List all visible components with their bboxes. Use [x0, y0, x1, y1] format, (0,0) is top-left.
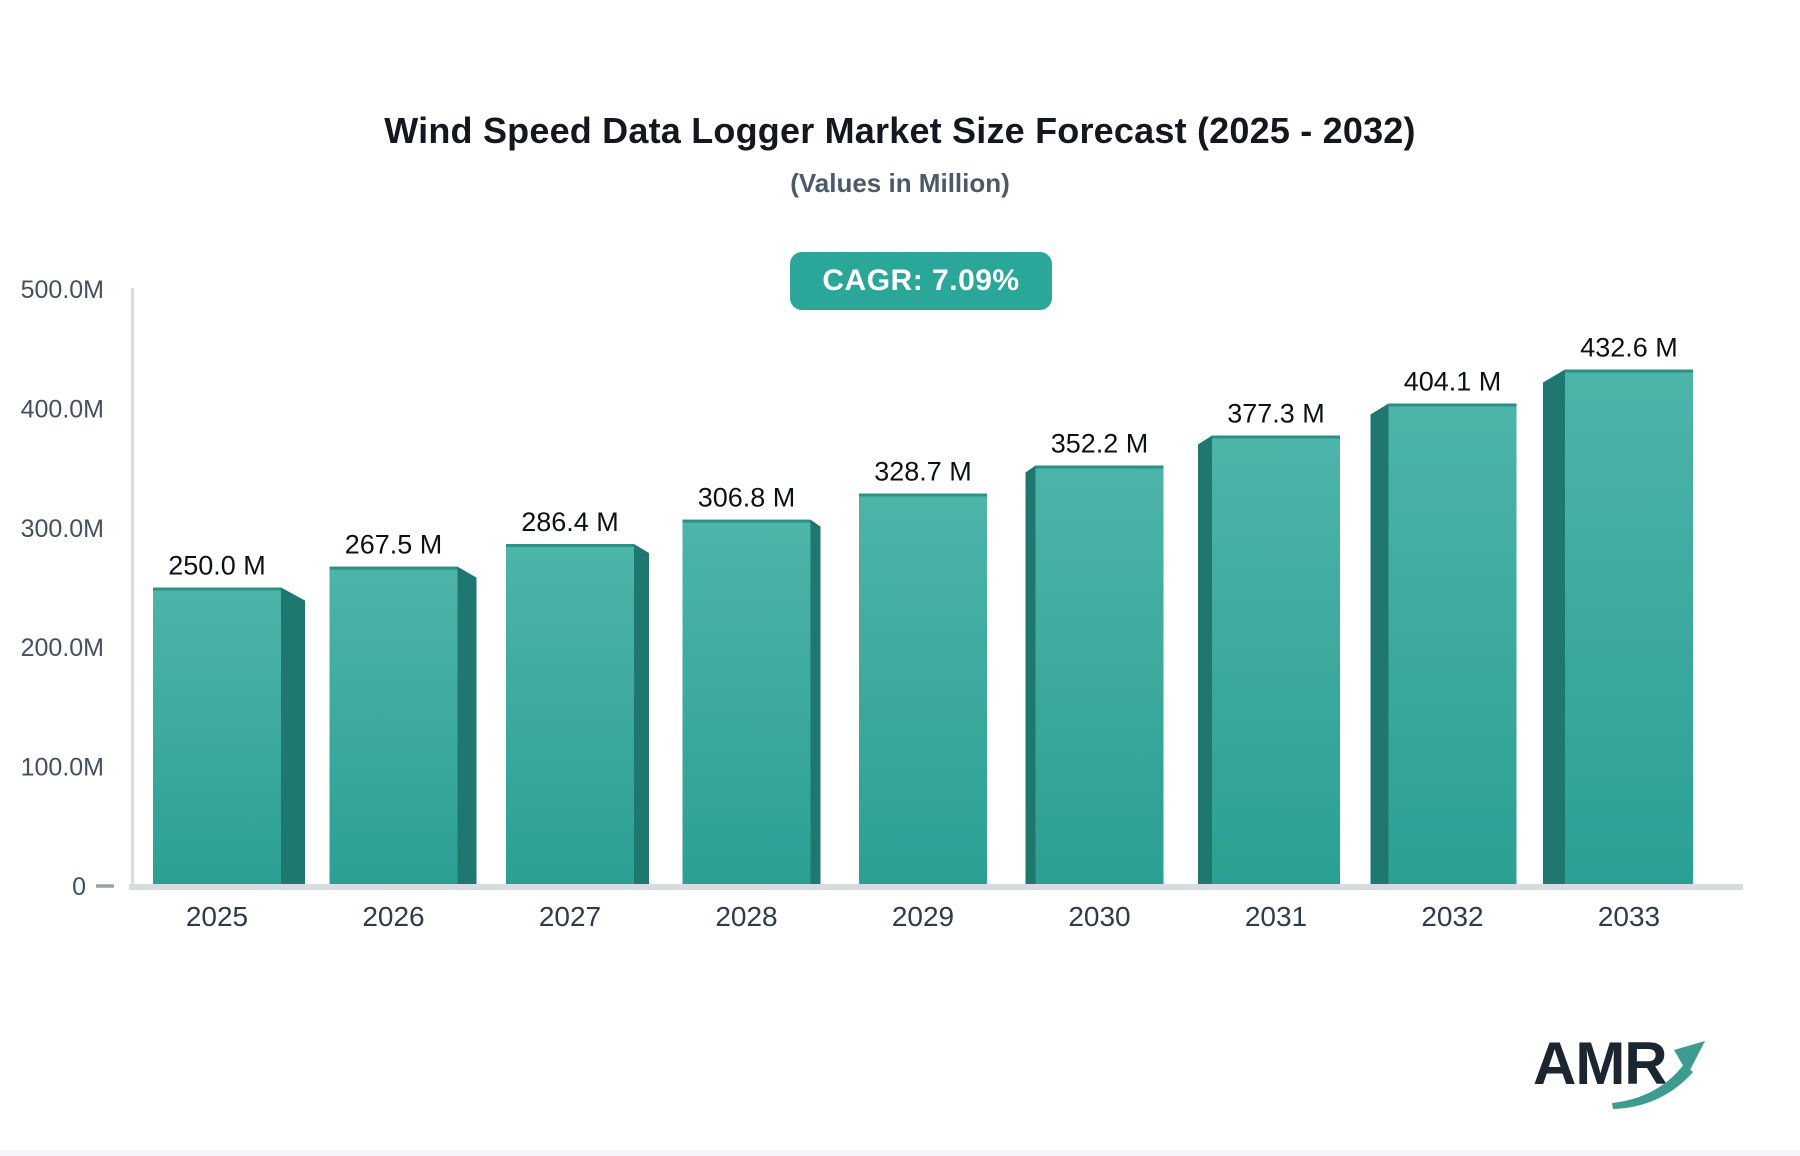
amr-logo-text: AMR: [1533, 1030, 1668, 1097]
x-axis-category-label: 2026: [362, 901, 424, 932]
bar-value-label: 404.1 M: [1404, 367, 1502, 397]
bar-value-label: 352.2 M: [1051, 428, 1149, 458]
y-axis-tick-label: 400.0M: [21, 395, 104, 423]
y-axis-tick-label: 300.0M: [21, 515, 104, 543]
bar-value-label: 267.5 M: [345, 530, 443, 560]
bar-value-label: 377.3 M: [1227, 399, 1325, 429]
cagr-badge-label: CAGR: 7.09%: [822, 264, 1020, 297]
x-axis-category-label: 2028: [715, 901, 777, 932]
page-title: Wind Speed Data Logger Market Size Forec…: [384, 110, 1416, 151]
bar-value-label: 306.8 M: [698, 483, 796, 513]
bar-side-face: [457, 566, 477, 886]
growth-arrow-icon: [1612, 1041, 1705, 1109]
y-axis-tick-label: 0: [72, 873, 86, 901]
bar-front-face: [329, 566, 458, 886]
bar-front-face: [506, 544, 634, 886]
bar-side-face: [1543, 369, 1565, 886]
y-axis-tick-label: 500.0M: [21, 276, 104, 304]
y-axis-tick-label: 100.0M: [21, 754, 104, 782]
bar-front-face: [682, 519, 811, 886]
x-axis-category-label: 2030: [1068, 901, 1130, 932]
bar-value-label: 286.4 M: [521, 507, 619, 537]
bar-value-label: 250.0 M: [168, 551, 266, 581]
bar-front-face: [1565, 369, 1693, 886]
x-axis-category-label: 2031: [1245, 901, 1307, 932]
bottom-edge-divider: [0, 1150, 1800, 1156]
bar-front-face: [1388, 403, 1517, 886]
page-subtitle: (Values in Million): [790, 168, 1010, 198]
bar-front-face: [859, 493, 987, 886]
bar-side-face: [1025, 465, 1036, 886]
bar-side-face: [1370, 403, 1389, 886]
y-axis-tick-label: 200.0M: [21, 634, 104, 662]
bar-side-face: [634, 544, 649, 886]
x-axis-category-label: 2025: [186, 901, 248, 932]
bar-front-face: [1212, 435, 1340, 886]
bar-front-face: [1035, 465, 1164, 886]
x-axis-category-label: 2033: [1598, 901, 1660, 932]
amr-logo: AMR: [1533, 1034, 1773, 1134]
x-axis-category-label: 2027: [539, 901, 601, 932]
cagr-badge: CAGR: 7.09%: [790, 252, 1052, 310]
bar-side-face: [1198, 435, 1212, 886]
bar-side-face: [810, 519, 821, 886]
x-axis-category-label: 2032: [1421, 901, 1483, 932]
bar-front-face: [153, 587, 281, 886]
bar-side-face: [281, 587, 305, 886]
bar-value-label: 432.6 M: [1580, 332, 1678, 362]
x-axis-category-label: 2029: [892, 901, 954, 932]
bar-value-label: 328.7 M: [874, 457, 972, 487]
